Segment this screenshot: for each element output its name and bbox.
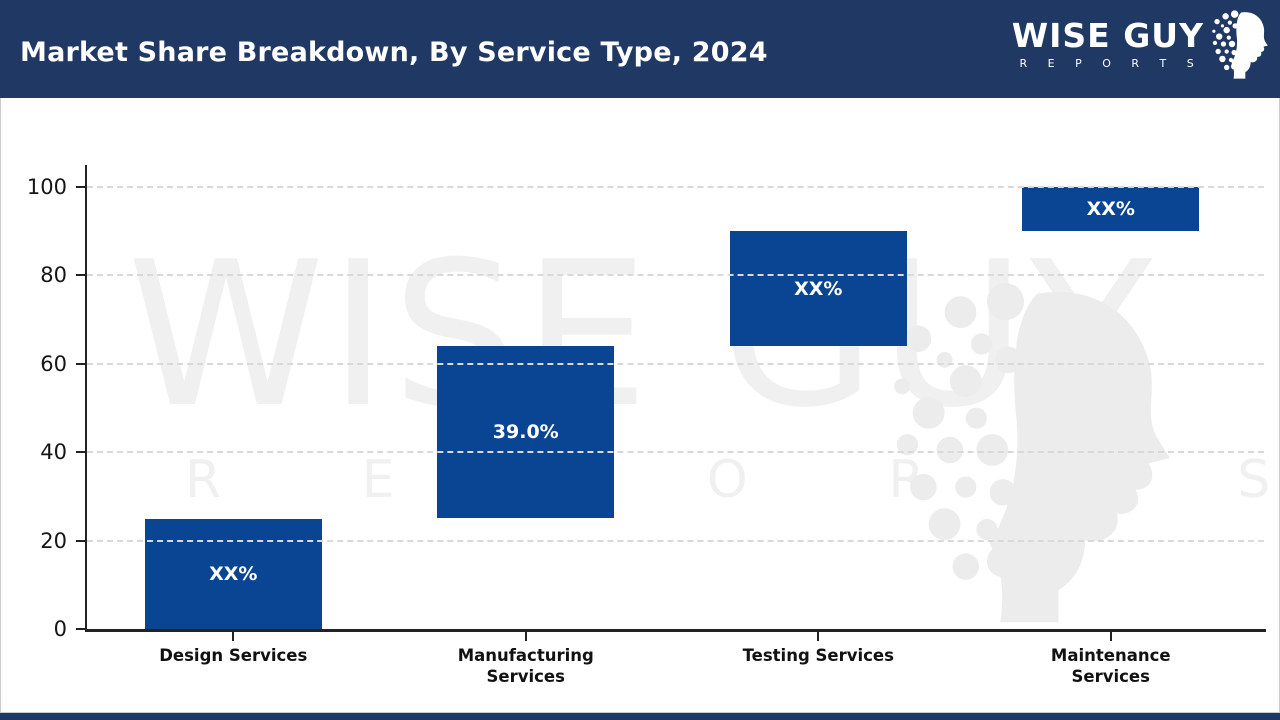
x-tick	[232, 632, 235, 641]
x-category-label: Maintenance Services	[1050, 646, 1171, 687]
y-tick	[76, 539, 85, 542]
bar	[729, 231, 907, 347]
header-band: Market Share Breakdown, By Service Type,…	[0, 0, 1280, 98]
y-tick-label: 60	[40, 351, 67, 376]
brand-wordmark: WISE GUY R E P O R T S	[1011, 16, 1204, 70]
grid-line	[87, 274, 1264, 277]
brand-face-icon	[1208, 6, 1272, 82]
grid-line	[87, 539, 1264, 542]
y-tick-label: 20	[40, 528, 67, 553]
grid-line	[87, 362, 1264, 365]
bar-value-label: XX%	[1086, 198, 1135, 221]
y-tick-label: 80	[40, 263, 67, 288]
bar-value-label: XX%	[794, 277, 843, 300]
bars-layer	[1, 98, 1279, 713]
x-category-label: Design Services	[159, 646, 308, 665]
grid-line	[87, 186, 1264, 188]
x-tick	[524, 632, 527, 641]
bar-value-label: 39.0%	[492, 421, 559, 444]
y-tick	[76, 451, 85, 454]
y-tick	[76, 274, 85, 277]
footer-band	[0, 713, 1280, 720]
grid-line	[87, 451, 1264, 454]
page-title: Market Share Breakdown, By Service Type,…	[20, 36, 768, 68]
footer-divider	[0, 712, 1280, 713]
brand-name: WISE GUY	[1011, 16, 1204, 56]
x-axis-line	[85, 629, 1266, 632]
y-axis-line	[85, 165, 87, 632]
y-tick-label: 40	[40, 440, 67, 465]
y-tick	[76, 186, 85, 188]
y-tick-label: 0	[53, 617, 67, 641]
brand-logo: WISE GUY R E P O R T S	[1012, 6, 1272, 82]
bar	[1022, 187, 1200, 232]
gridlines-layer	[1, 98, 1279, 713]
axes-layer: 0 20 40 60 80 100 Design Services Manufacturing…	[1, 98, 1279, 713]
bar-labels-layer: XX% 39.0% XX% XX%	[1, 98, 1279, 713]
y-tick	[76, 628, 85, 630]
y-tick-label: 100	[26, 175, 67, 199]
y-tick	[76, 362, 85, 365]
brand-subtext: R E P O R T S	[1019, 56, 1203, 70]
x-tick	[817, 632, 820, 641]
x-tick	[1109, 632, 1112, 641]
bar	[437, 346, 615, 519]
bar	[144, 518, 322, 629]
x-category-label: Testing Services	[742, 646, 894, 665]
plot-region: XX% 39.0% XX% XX% 0 20 40 60 80 100 Design Servic…	[1, 98, 1279, 713]
bar-value-label: XX%	[209, 562, 258, 585]
x-category-label: Manufacturing Services	[457, 646, 594, 687]
